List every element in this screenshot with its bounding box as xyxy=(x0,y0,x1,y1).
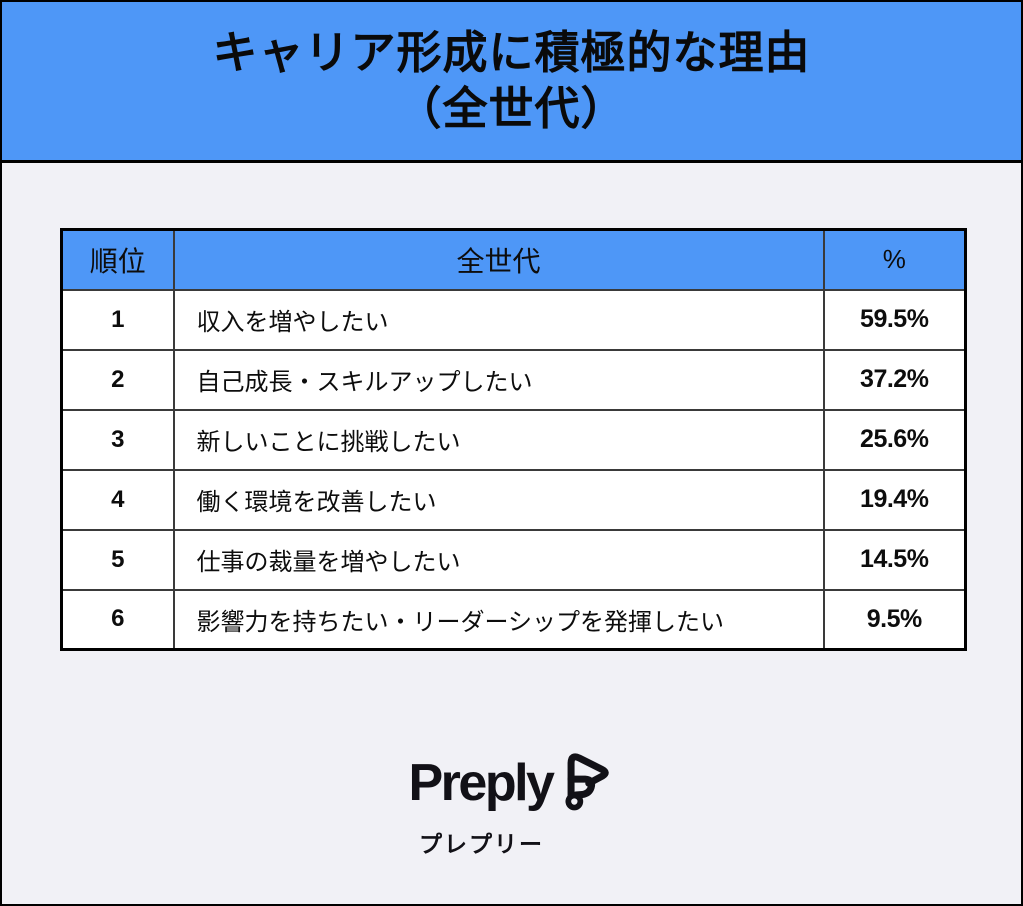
cell-pct: 25.6% xyxy=(822,408,967,471)
table-row: 2 自己成長・スキルアップしたい 37.2% xyxy=(60,348,967,411)
preply-logo-icon xyxy=(558,749,614,818)
cell-reason: 働く環境を改善したい xyxy=(172,468,825,531)
cell-reason: 収入を増やしたい xyxy=(172,288,825,351)
cell-reason: 仕事の裁量を増やしたい xyxy=(172,528,825,591)
preply-logo-row: Preply xyxy=(409,749,615,818)
cell-pct: 14.5% xyxy=(822,528,967,591)
preply-japanese-label: プレプリー xyxy=(419,831,544,857)
cell-reason: 自己成長・スキルアップしたい xyxy=(172,348,825,411)
cell-rank: 4 xyxy=(60,468,175,531)
table-row: 3 新しいことに挑戦したい 25.6% xyxy=(60,408,967,471)
cell-rank: 3 xyxy=(60,408,175,471)
cell-pct: 19.4% xyxy=(822,468,967,531)
table-row: 5 仕事の裁量を増やしたい 14.5% xyxy=(60,528,967,591)
page-title-line2: （全世代） xyxy=(396,83,627,134)
table-row: 4 働く環境を改善したい 19.4% xyxy=(60,468,967,531)
column-header-generation: 全世代 xyxy=(172,228,825,291)
cell-pct: 59.5% xyxy=(822,288,967,351)
cell-rank: 1 xyxy=(60,288,175,351)
page-title: キャリア形成に積極的な理由 （全世代） xyxy=(212,25,810,137)
cell-rank: 5 xyxy=(60,528,175,591)
table-row: 6 影響力を持ちたい・リーダーシップを発揮したい 9.5% xyxy=(60,588,967,651)
cell-rank: 2 xyxy=(60,348,175,411)
cell-rank: 6 xyxy=(60,588,175,651)
page-title-line1: キャリア形成に積極的な理由 xyxy=(212,27,811,78)
table-row: 1 収入を増やしたい 59.5% xyxy=(60,288,967,351)
preply-wordmark: Preply xyxy=(408,754,555,812)
cell-pct: 37.2% xyxy=(822,348,967,411)
column-header-rank: 順位 xyxy=(60,228,175,291)
table-body: 1 収入を増やしたい 59.5% 2 自己成長・スキルアップしたい 37.2% 3 新しいこと… xyxy=(60,288,967,651)
preply-logo-lockup: Preply プレプリー xyxy=(2,749,1021,859)
cell-pct: 9.5% xyxy=(822,588,967,651)
ranking-table: 順位 全世代 % 1 収入を増やしたい 59.5% 2 自己成長・スキルアップしたい 37… xyxy=(60,228,967,651)
cell-reason: 影響力を持ちたい・リーダーシップを発揮したい xyxy=(172,588,825,651)
title-banner: キャリア形成に積極的な理由 （全世代） xyxy=(2,2,1021,163)
table-header-row: 順位 全世代 % xyxy=(60,228,967,291)
column-header-percent: % xyxy=(822,228,967,291)
cell-reason: 新しいことに挑戦したい xyxy=(172,408,825,471)
